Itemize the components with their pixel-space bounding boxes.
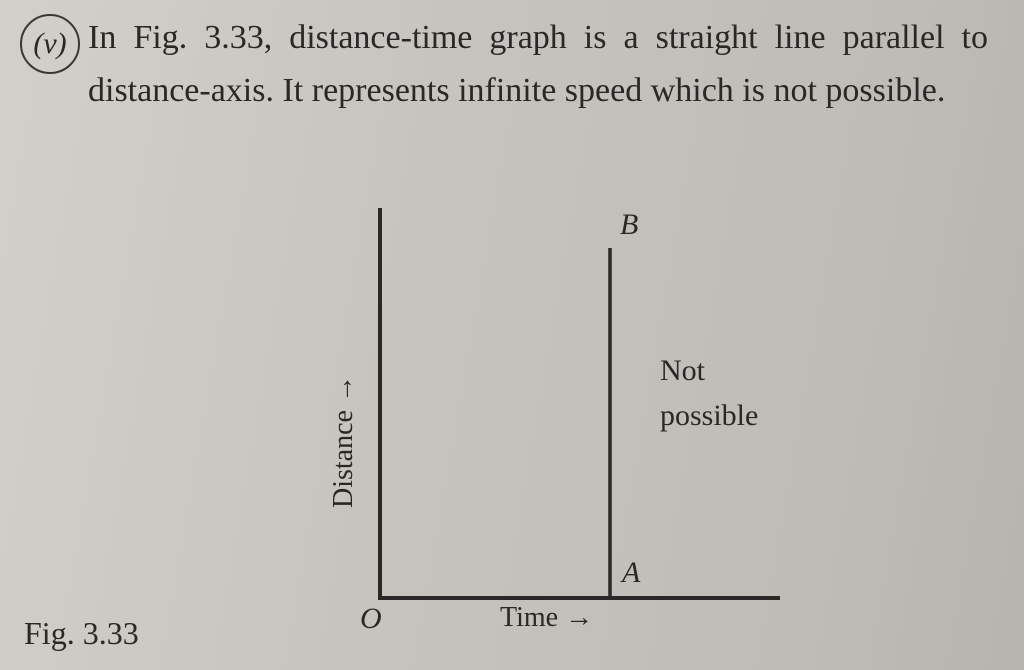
annotation-line1: Not: [660, 348, 758, 393]
annotation: Not possible: [660, 348, 758, 438]
item-row: (v) In Fig. 3.33, distance-time graph is…: [20, 12, 994, 117]
graph-svg: [300, 198, 900, 628]
x-axis-label: Time →: [500, 602, 593, 634]
figure: Distance → O Time → B A Not possible: [300, 198, 900, 628]
item-marker-text: (v): [33, 27, 66, 61]
figure-caption: Fig. 3.33: [24, 615, 139, 652]
item-marker: (v): [20, 14, 80, 74]
origin-label: O: [360, 602, 382, 636]
page: (v) In Fig. 3.33, distance-time graph is…: [0, 0, 1024, 670]
point-a-label: A: [622, 556, 640, 590]
annotation-line2: possible: [660, 393, 758, 438]
point-b-label: B: [620, 208, 638, 242]
item-paragraph: In Fig. 3.33, distance-time graph is a s…: [88, 12, 994, 117]
y-axis-label: Distance →: [328, 375, 360, 508]
